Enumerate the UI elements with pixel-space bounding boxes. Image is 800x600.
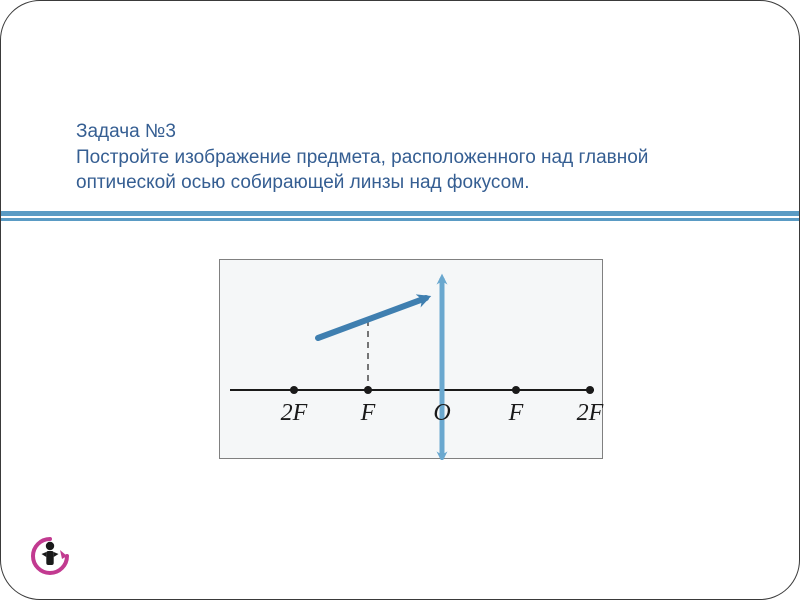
- problem-title: Задача №3 Постройте изображение предмета…: [76, 119, 739, 196]
- svg-text:2F: 2F: [281, 400, 308, 426]
- title-line-2: Постройте изображение предмета, располож…: [76, 145, 739, 196]
- slide-container: Задача №3 Постройте изображение предмета…: [0, 0, 800, 600]
- svg-text:2F: 2F: [577, 400, 604, 426]
- optics-diagram: 2F F O F 2F: [219, 259, 603, 459]
- info-person-icon: [29, 535, 71, 577]
- svg-text:F: F: [360, 400, 376, 426]
- svg-text:O: O: [433, 400, 450, 426]
- title-line-1: Задача №3: [76, 119, 739, 145]
- svg-text:F: F: [508, 400, 524, 426]
- optics-svg: 2F F O F 2F: [220, 260, 604, 460]
- slide-divider: [1, 211, 799, 223]
- divider-bar-bottom: [1, 218, 799, 221]
